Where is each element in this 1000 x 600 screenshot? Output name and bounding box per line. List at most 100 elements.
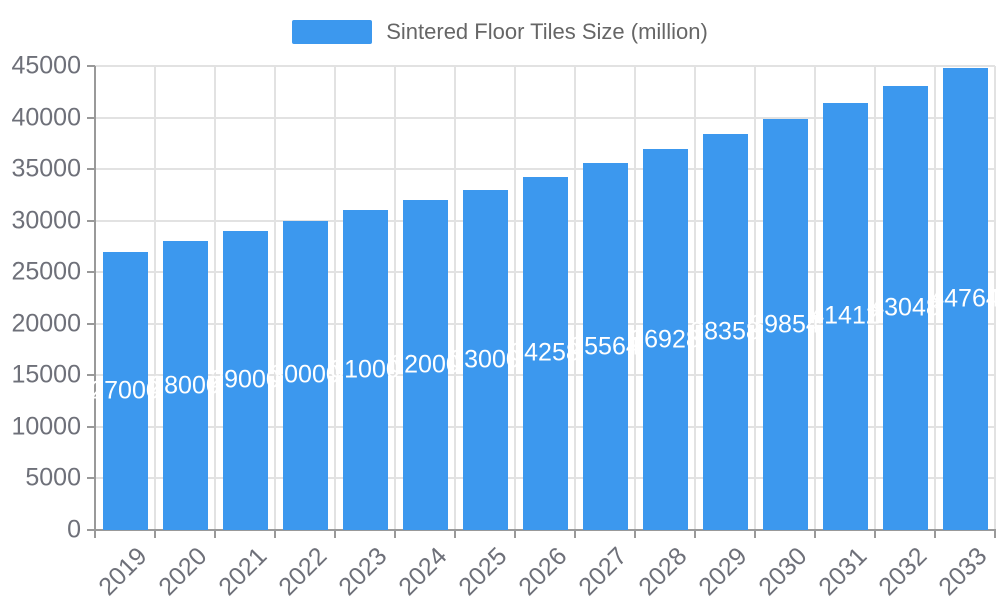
x-tick-label: 2033 <box>933 542 993 600</box>
x-tick-label: 2028 <box>633 542 693 600</box>
bar-value-label: 44764 <box>930 284 1000 313</box>
x-axis-tick <box>994 531 996 538</box>
h-gridline <box>95 116 995 119</box>
x-axis-tick <box>694 531 696 538</box>
bar: 30000 <box>270 220 340 530</box>
bar: 29000 <box>210 230 280 530</box>
y-axis-tick <box>87 425 95 428</box>
bar-value-label: 34258 <box>510 338 580 367</box>
bar: 36928 <box>630 149 700 530</box>
x-axis-tick <box>874 531 876 538</box>
x-axis-tick <box>334 531 336 538</box>
y-tick-label: 25000 <box>11 257 81 286</box>
x-axis-tick <box>394 531 396 538</box>
x-axis-tick <box>274 531 276 538</box>
x-tick-label: 2027 <box>573 542 633 600</box>
v-gridline <box>694 66 696 530</box>
h-gridline <box>95 168 995 171</box>
y-tick-label: 10000 <box>11 412 81 441</box>
bar: 34258 <box>510 176 580 530</box>
y-axis-tick <box>87 219 95 222</box>
bar-value-label: 39854 <box>750 310 820 339</box>
y-axis-tick <box>87 65 95 67</box>
v-gridline <box>874 66 876 530</box>
bar-value-label: 31000 <box>330 355 400 384</box>
v-gridline <box>754 66 756 530</box>
y-axis-tick <box>87 477 95 480</box>
y-tick-label: 30000 <box>11 206 81 235</box>
y-axis-tick <box>87 168 95 171</box>
bar-value-label: 28000 <box>150 371 220 400</box>
y-tick-label: 20000 <box>11 309 81 338</box>
y-axis-tick <box>87 116 95 119</box>
x-axis-tick <box>514 531 516 538</box>
x-tick-label: 2029 <box>693 542 753 600</box>
y-tick-label: 40000 <box>11 103 81 132</box>
y-tick-label: 5000 <box>25 463 81 492</box>
h-gridline <box>95 65 995 67</box>
bar: 31000 <box>330 210 400 530</box>
bar: 38358 <box>690 134 760 530</box>
legend-label: Sintered Floor Tiles Size (million) <box>386 19 708 44</box>
bar: 27000 <box>90 251 160 530</box>
x-axis-tick <box>154 531 156 538</box>
bar-value-label: 33000 <box>450 345 520 374</box>
bar: 39854 <box>750 119 820 530</box>
y-tick-label: 0 <box>67 515 81 544</box>
legend-swatch <box>292 20 373 44</box>
x-tick-label: 2030 <box>753 542 813 600</box>
bar-value-label: 38358 <box>690 317 760 346</box>
bar: 41412 <box>810 102 880 530</box>
v-gridline <box>514 66 516 530</box>
v-gridline <box>154 66 156 530</box>
y-axis-tick <box>87 374 95 377</box>
bar: 43048 <box>870 86 940 530</box>
bar: 28000 <box>150 241 220 530</box>
bar-value-label: 29000 <box>210 365 280 394</box>
v-gridline <box>574 66 576 530</box>
x-axis-tick <box>94 531 96 538</box>
x-tick-label: 2024 <box>393 542 453 600</box>
x-tick-label: 2022 <box>273 542 333 600</box>
x-tick-label: 2026 <box>513 542 573 600</box>
bar-value-label: 41412 <box>810 301 880 330</box>
v-gridline <box>454 66 456 530</box>
v-gridline <box>334 66 336 530</box>
v-gridline <box>934 66 936 530</box>
x-axis-tick <box>574 531 576 538</box>
v-gridline <box>394 66 396 530</box>
bar: 44764 <box>930 68 1000 530</box>
y-tick-label: 15000 <box>11 360 81 389</box>
y-axis-line <box>94 66 96 532</box>
x-axis-tick <box>634 531 636 538</box>
x-axis-tick <box>754 531 756 538</box>
bar-value-label: 36928 <box>630 325 700 354</box>
v-gridline <box>994 66 996 530</box>
y-axis-tick <box>87 322 95 325</box>
y-axis-tick <box>87 271 95 274</box>
x-axis-line <box>94 529 996 531</box>
x-tick-label: 2023 <box>333 542 393 600</box>
x-axis-tick <box>814 531 816 538</box>
x-axis-tick <box>214 531 216 538</box>
x-tick-label: 2021 <box>213 542 273 600</box>
legend-item[interactable]: Sintered Floor Tiles Size (million) <box>0 18 1000 46</box>
x-tick-label: 2032 <box>873 542 933 600</box>
x-axis-tick <box>934 531 936 538</box>
x-axis-tick <box>454 531 456 538</box>
x-tick-label: 2020 <box>153 542 213 600</box>
bar: 33000 <box>450 189 520 530</box>
v-gridline <box>634 66 636 530</box>
bar-value-label: 27000 <box>90 376 160 405</box>
y-tick-label: 35000 <box>11 154 81 183</box>
x-tick-label: 2031 <box>813 542 873 600</box>
bar: 35564 <box>570 163 640 530</box>
y-axis-tick <box>87 529 95 531</box>
x-tick-label: 2019 <box>93 542 153 600</box>
v-gridline <box>274 66 276 530</box>
y-tick-label: 45000 <box>11 51 81 80</box>
v-gridline <box>814 66 816 530</box>
bar-value-label: 32000 <box>390 350 460 379</box>
bar: 32000 <box>390 200 460 530</box>
